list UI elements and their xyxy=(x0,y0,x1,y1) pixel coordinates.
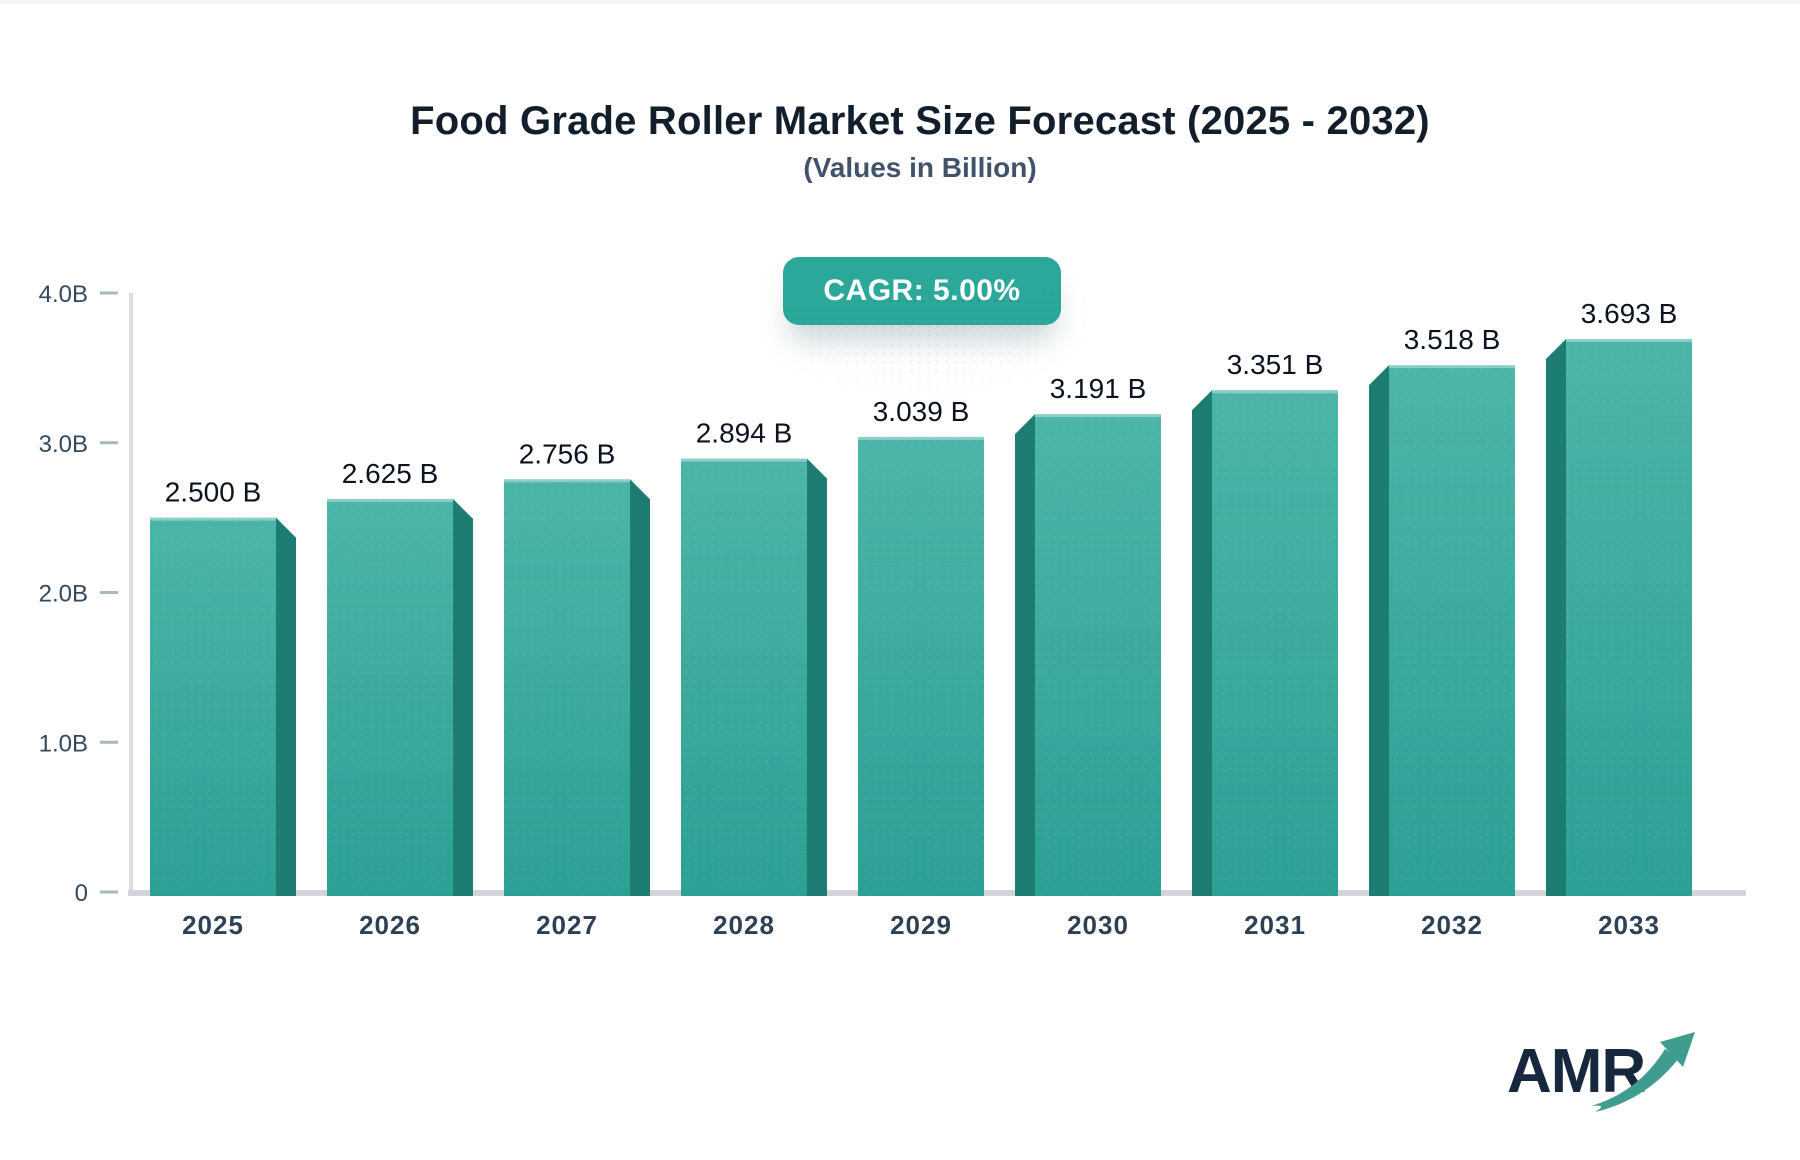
bar-side xyxy=(453,498,473,896)
y-tick-label: 0 xyxy=(75,880,88,907)
bar-value-label: 2.625 B xyxy=(342,458,439,489)
x-tick-label: 2033 xyxy=(1598,910,1660,940)
bar-side xyxy=(276,517,296,896)
bar-side xyxy=(807,458,827,896)
bar-value-label: 3.039 B xyxy=(873,396,970,427)
bar-value-label: 2.756 B xyxy=(519,438,616,469)
chart-title: Food Grade Roller Market Size Forecast (… xyxy=(410,99,1430,143)
bar-value-label: 3.518 B xyxy=(1404,324,1501,355)
x-tick-label: 2030 xyxy=(1067,910,1129,940)
x-tick-label: 2026 xyxy=(359,910,421,940)
bar-group-2027: 2.756 B 2027 xyxy=(504,438,650,940)
x-tick-label: 2028 xyxy=(713,910,775,940)
bar-group-2033: 3.693 B 2033 xyxy=(1546,298,1692,940)
bar-group-2028: 2.894 B 2028 xyxy=(681,418,827,940)
bar-side xyxy=(1369,365,1389,896)
bar-face-texture xyxy=(1389,365,1515,896)
bar-face-texture xyxy=(1035,414,1161,896)
bar-group-2026: 2.625 B 2026 xyxy=(327,458,473,940)
amr-logo-arrowhead-icon xyxy=(1660,1032,1695,1067)
amr-logo: AMR xyxy=(1507,1032,1695,1112)
bar-group-2025: 2.500 B 2025 xyxy=(150,477,296,940)
bar-group-2032: 3.518 B 2032 xyxy=(1369,324,1515,940)
amr-logo-arrow-icon xyxy=(1591,1049,1679,1112)
cagr-badge-label: CAGR: 5.00% xyxy=(823,274,1021,307)
x-tick-label: 2031 xyxy=(1244,910,1306,940)
bar-side xyxy=(1546,338,1566,896)
bar-face-texture xyxy=(504,479,630,896)
bar-value-label: 2.500 B xyxy=(165,477,262,508)
bar-group-2029: 3.039 B 2029 xyxy=(858,396,984,940)
x-tick-label: 2025 xyxy=(182,910,244,940)
y-tick-label: 2.0B xyxy=(39,581,88,608)
x-tick-label: 2032 xyxy=(1421,910,1483,940)
x-tick-label: 2029 xyxy=(890,910,952,940)
bar-face-texture xyxy=(1212,390,1338,896)
cagr-badge: CAGR: 5.00% xyxy=(783,257,1061,325)
x-tick-label: 2027 xyxy=(536,910,598,940)
bar-value-label: 3.693 B xyxy=(1581,298,1678,329)
y-tick-label: 1.0B xyxy=(39,730,88,757)
bar-face-texture xyxy=(150,517,276,896)
bar-face-texture xyxy=(1566,338,1692,896)
bar-value-label: 2.894 B xyxy=(696,418,793,449)
y-tick-label: 3.0B xyxy=(39,431,88,458)
bar-face-texture xyxy=(681,458,807,896)
chart-subtitle: (Values in Billion) xyxy=(803,152,1037,183)
bar-side xyxy=(1015,414,1035,896)
bar-side xyxy=(1192,390,1212,896)
y-tick-label: 4.0B xyxy=(39,281,88,308)
bar-value-label: 3.191 B xyxy=(1050,373,1147,404)
bar-group-2031: 3.351 B 2031 xyxy=(1192,349,1338,940)
bar-side xyxy=(630,479,650,896)
bar-group-2030: 3.191 B 2030 xyxy=(1015,373,1161,940)
bar-value-label: 3.351 B xyxy=(1227,349,1324,380)
bar-face-texture xyxy=(858,436,984,896)
bar-face-texture xyxy=(327,498,453,896)
